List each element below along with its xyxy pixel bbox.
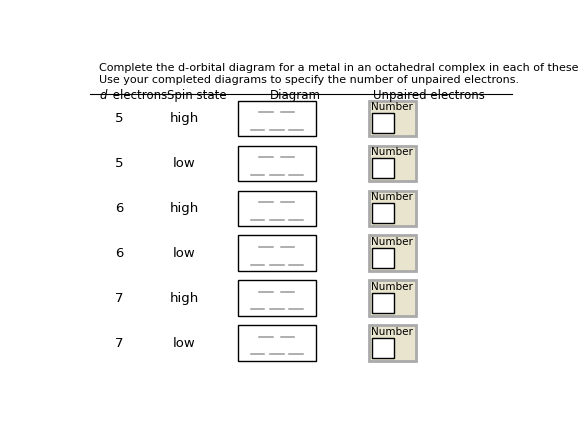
Bar	[368, 280, 416, 316]
Bar	[368, 190, 416, 226]
Bar	[368, 236, 416, 271]
Text: 7: 7	[115, 292, 124, 305]
Bar	[372, 293, 394, 313]
Bar	[372, 338, 394, 358]
Bar	[372, 158, 394, 178]
Text: high: high	[170, 292, 199, 305]
Text: 5: 5	[115, 112, 124, 125]
Text: Number: Number	[371, 282, 413, 292]
Bar	[237, 236, 316, 271]
Text: 7: 7	[115, 337, 124, 350]
Bar	[372, 248, 394, 268]
Bar	[237, 325, 316, 361]
Text: Spin state: Spin state	[167, 89, 226, 103]
Text: 6: 6	[115, 202, 124, 215]
Text: Number: Number	[371, 102, 413, 112]
Text: Complete the d-orbital diagram for a metal in an octahedral complex in each of t: Complete the d-orbital diagram for a met…	[100, 63, 579, 72]
Bar	[368, 146, 416, 181]
Text: low: low	[173, 337, 196, 350]
Text: 6: 6	[115, 247, 124, 260]
Text: low: low	[173, 157, 196, 170]
Text: Diagram: Diagram	[270, 89, 321, 103]
Text: Number: Number	[371, 192, 413, 202]
Bar	[368, 325, 416, 361]
Bar	[237, 146, 316, 181]
Text: Number: Number	[371, 147, 413, 157]
Text: Unpaired electrons: Unpaired electrons	[373, 89, 485, 103]
Bar	[237, 280, 316, 316]
Bar	[368, 101, 416, 136]
Text: high: high	[170, 202, 199, 215]
Text: low: low	[173, 247, 196, 260]
Bar	[237, 101, 316, 136]
Text: d: d	[100, 89, 107, 103]
Text: high: high	[170, 112, 199, 125]
Text: Use your completed diagrams to specify the number of unpaired electrons.: Use your completed diagrams to specify t…	[100, 75, 519, 85]
Text: Number: Number	[371, 327, 413, 337]
Text: Number: Number	[371, 237, 413, 247]
Text: 5: 5	[115, 157, 124, 170]
Bar	[237, 190, 316, 226]
Bar	[372, 203, 394, 223]
Text: electrons: electrons	[109, 89, 167, 103]
Bar	[372, 113, 394, 133]
